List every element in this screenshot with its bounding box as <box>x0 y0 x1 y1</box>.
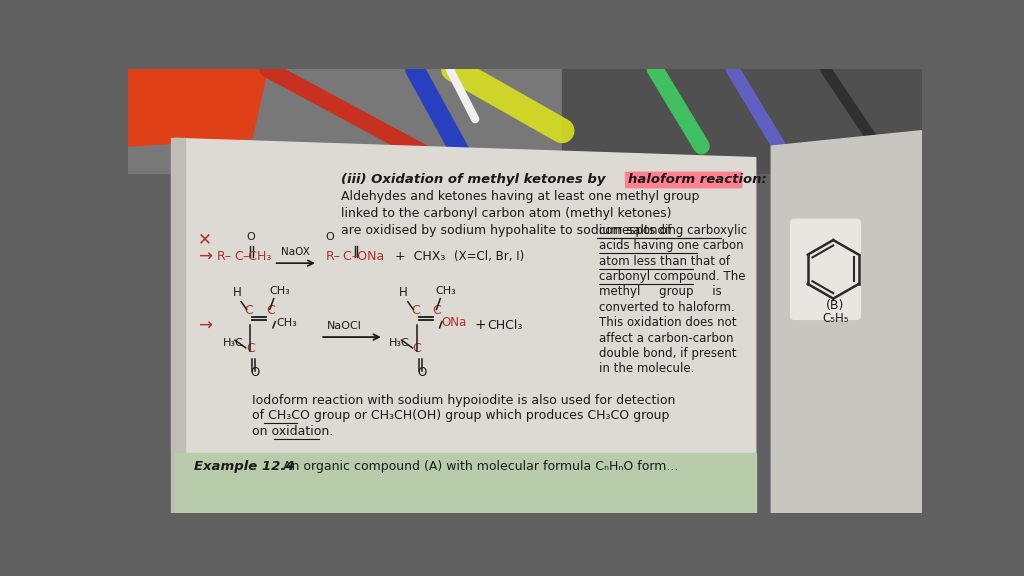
Text: CH₃: CH₃ <box>269 286 290 296</box>
Text: O: O <box>326 232 335 242</box>
Text: (X=Cl, Br, I): (X=Cl, Br, I) <box>454 250 523 263</box>
Text: carbonyl compound. The: carbonyl compound. The <box>599 270 745 283</box>
Text: O: O <box>417 366 426 378</box>
Text: O: O <box>247 232 255 242</box>
Text: corresponding carboxylic: corresponding carboxylic <box>599 224 748 237</box>
Text: linked to the carbonyl carbon atom (methyl ketones): linked to the carbonyl carbon atom (meth… <box>341 207 672 220</box>
Bar <box>562 69 922 173</box>
Bar <box>174 453 756 513</box>
Text: ✕: ✕ <box>198 230 212 249</box>
Text: Aldehydes and ketones having at least one methyl group: Aldehydes and ketones having at least on… <box>341 190 699 203</box>
Text: CH₃: CH₃ <box>276 319 298 328</box>
Text: C₅H₅: C₅H₅ <box>822 312 849 325</box>
Text: Example 12.4: Example 12.4 <box>194 460 295 472</box>
Text: This oxidation does not: This oxidation does not <box>599 316 736 329</box>
Text: affect a carbon-carbon: affect a carbon-carbon <box>599 332 734 344</box>
Text: of CH₃CO group or CH₃CH(OH) group which produces CH₃CO group: of CH₃CO group or CH₃CH(OH) group which … <box>252 410 670 422</box>
Text: C: C <box>246 343 255 355</box>
Text: R–: R– <box>326 250 341 263</box>
Text: converted to haloform.: converted to haloform. <box>599 301 735 314</box>
Text: C: C <box>343 250 351 263</box>
Text: on oxidation.: on oxidation. <box>252 425 333 438</box>
Text: ONa: ONa <box>442 316 467 329</box>
Text: →: → <box>198 248 212 266</box>
Text: C: C <box>411 304 420 317</box>
Polygon shape <box>771 131 922 513</box>
Text: are oxidised by sodium hypohalite to sodium salts of: are oxidised by sodium hypohalite to sod… <box>341 224 672 237</box>
Text: An organic compound (A) with molecular formula CₙHₙO form...: An organic compound (A) with molecular f… <box>283 460 678 472</box>
Text: +: + <box>474 319 486 332</box>
Text: C: C <box>413 343 421 355</box>
Text: C: C <box>266 304 274 317</box>
FancyBboxPatch shape <box>626 172 741 188</box>
Text: NaOCl: NaOCl <box>327 321 361 331</box>
Text: R–: R– <box>217 250 232 263</box>
Text: C: C <box>245 304 253 317</box>
Text: H₃C: H₃C <box>222 338 244 348</box>
Text: in the molecule.: in the molecule. <box>599 362 694 376</box>
Text: O: O <box>251 366 260 378</box>
Text: haloform reaction:: haloform reaction: <box>628 173 767 186</box>
Text: (iii) Oxidation of methyl ketones by: (iii) Oxidation of methyl ketones by <box>341 173 610 186</box>
Text: atom less than that of: atom less than that of <box>599 255 730 268</box>
Text: Iodoform reaction with sodium hypoiodite is also used for detection: Iodoform reaction with sodium hypoiodite… <box>252 394 676 407</box>
Text: H: H <box>232 286 242 300</box>
Bar <box>128 69 922 173</box>
Text: +  CHX₃: + CHX₃ <box>395 250 445 263</box>
Bar <box>171 138 184 513</box>
Text: (B): (B) <box>825 300 844 312</box>
Text: –ONa: –ONa <box>351 250 384 263</box>
Text: acids having one carbon: acids having one carbon <box>599 239 743 252</box>
Polygon shape <box>128 69 267 146</box>
Text: CHCl₃: CHCl₃ <box>486 319 522 332</box>
Text: methyl     group     is: methyl group is <box>599 286 722 298</box>
Text: C: C <box>432 304 441 317</box>
Polygon shape <box>174 138 756 513</box>
FancyBboxPatch shape <box>791 219 860 319</box>
Text: –CH₃: –CH₃ <box>243 250 272 263</box>
Text: CH₃: CH₃ <box>435 286 457 296</box>
Text: NaOX: NaOX <box>281 248 309 257</box>
Text: C: C <box>234 250 243 263</box>
Text: H₃C: H₃C <box>389 338 410 348</box>
Text: →: → <box>198 317 212 335</box>
Text: H: H <box>399 286 408 300</box>
Text: double bond, if present: double bond, if present <box>599 347 736 360</box>
